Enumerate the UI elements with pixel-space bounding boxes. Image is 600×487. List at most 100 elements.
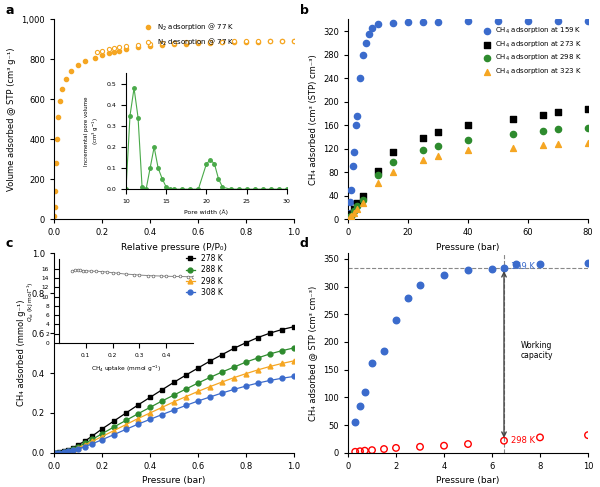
CH$_4$ adsorption at 273 K [346, 212, 355, 220]
308 K [60, 449, 67, 455]
CH$_4$ adsorption at 273 K [508, 115, 518, 123]
308 K [266, 377, 274, 383]
N$_2$ desorption @ 77 K [122, 43, 130, 49]
CH$_4$ adsorption at 298 K [349, 207, 359, 215]
CH$_4$ adsorption at 323 K [508, 144, 518, 151]
278 K [146, 394, 154, 400]
288 K [182, 386, 190, 392]
Point [379, 348, 389, 356]
278 K [278, 327, 286, 333]
N$_2$ desorption @ 77 K [98, 48, 106, 54]
298 K [70, 447, 77, 452]
Y-axis label: CH₄ adsorbed (mmol g⁻¹): CH₄ adsorbed (mmol g⁻¹) [17, 300, 26, 406]
288 K [230, 364, 238, 370]
278 K [170, 379, 178, 385]
N$_2$ adsorption @ 77 K [242, 39, 250, 45]
298 K [74, 445, 82, 450]
N$_2$ adsorption @ 77 K [194, 40, 202, 46]
308 K [206, 394, 214, 400]
Line: N$_2$ desorption @ 77 K: N$_2$ desorption @ 77 K [95, 39, 296, 55]
Point [360, 447, 370, 454]
308 K [122, 427, 130, 432]
308 K [146, 416, 154, 422]
N$_2$ adsorption @ 77 K [230, 39, 238, 45]
Point [350, 448, 360, 456]
CH$_4$ adsorption at 273 K [344, 214, 354, 222]
CH$_4$ adsorption at 298 K [538, 127, 548, 135]
N$_2$ adsorption @ 77 K [182, 41, 190, 47]
Legend: 278 K, 288 K, 298 K, 308 K: 278 K, 288 K, 298 K, 308 K [182, 251, 226, 300]
298 K [170, 399, 178, 405]
N$_2$ adsorption @ 77 K [290, 38, 298, 44]
CH$_4$ adsorption at 159 K [346, 186, 356, 194]
278 K [134, 402, 142, 408]
CH$_4$ adsorption at 159 K [352, 112, 362, 120]
CH$_4$ adsorption at 298 K [373, 171, 383, 179]
CH$_4$ adsorption at 159 K [346, 198, 355, 206]
308 K [278, 375, 286, 381]
CH$_4$ adsorption at 273 K [373, 167, 383, 175]
Text: Working
capacity: Working capacity [521, 340, 553, 360]
288 K [74, 444, 82, 450]
288 K [122, 417, 130, 423]
308 K [110, 431, 118, 437]
298 K [98, 433, 106, 439]
CH$_4$ adsorption at 323 K [346, 212, 356, 220]
N$_2$ desorption @ 77 K [254, 38, 262, 44]
298 K [122, 422, 130, 428]
N$_2$ desorption @ 77 K [94, 49, 101, 55]
CH$_4$ adsorption at 159 K [418, 18, 428, 26]
308 K [242, 383, 250, 389]
N$_2$ adsorption @ 77 K [170, 41, 178, 47]
X-axis label: Relative pressure (P/P₀): Relative pressure (P/P₀) [121, 243, 227, 252]
CH$_4$ adsorption at 273 K [553, 109, 563, 116]
308 K [65, 449, 72, 454]
N$_2$ adsorption @ 77 K [53, 136, 61, 142]
278 K [182, 372, 190, 378]
N$_2$ adsorption @ 77 K [74, 62, 82, 68]
Line: N$_2$ adsorption @ 77 K: N$_2$ adsorption @ 77 K [52, 39, 296, 218]
Point [355, 448, 365, 455]
N$_2$ desorption @ 77 K [106, 47, 113, 53]
288 K [65, 448, 72, 453]
Point [367, 359, 377, 367]
288 K [218, 369, 226, 375]
CH$_4$ adsorption at 323 K [433, 152, 443, 160]
N$_2$ adsorption @ 77 K [278, 38, 286, 44]
CH$_4$ adsorption at 273 K [463, 121, 473, 129]
CH$_4$ adsorption at 298 K [346, 212, 356, 220]
288 K [82, 440, 89, 446]
298 K [60, 449, 67, 455]
298 K [53, 450, 60, 456]
Line: 288 K: 288 K [54, 345, 296, 455]
288 K [134, 411, 142, 417]
Point [403, 294, 413, 301]
308 K [254, 380, 262, 386]
N$_2$ adsorption @ 77 K [146, 43, 154, 49]
CH$_4$ adsorption at 298 K [463, 136, 473, 144]
CH$_4$ adsorption at 323 K [358, 199, 368, 206]
N$_2$ adsorption @ 77 K [91, 55, 98, 61]
298 K [218, 379, 226, 385]
N$_2$ desorption @ 77 K [158, 40, 166, 46]
308 K [290, 374, 298, 379]
N$_2$ adsorption @ 77 K [62, 76, 70, 82]
CH$_4$ adsorption at 159 K [358, 51, 368, 58]
Point [583, 259, 593, 267]
CH$_4$ adsorption at 273 K [583, 105, 593, 112]
X-axis label: Pressure (bar): Pressure (bar) [436, 476, 500, 486]
278 K [122, 410, 130, 416]
288 K [55, 450, 62, 455]
Y-axis label: CH₄ adsorbed @ STP (cm³ cm⁻³): CH₄ adsorbed @ STP (cm³ cm⁻³) [308, 285, 317, 421]
278 K [60, 449, 67, 454]
CH$_4$ adsorption at 298 K [344, 215, 354, 223]
278 K [194, 365, 202, 371]
278 K [98, 426, 106, 432]
288 K [89, 436, 96, 442]
288 K [60, 449, 67, 455]
CH$_4$ adsorption at 159 K [349, 148, 359, 155]
288 K [254, 355, 262, 361]
Line: 308 K: 308 K [54, 374, 296, 455]
CH$_4$ adsorption at 159 K [388, 19, 398, 27]
CH$_4$ adsorption at 298 K [508, 130, 518, 138]
